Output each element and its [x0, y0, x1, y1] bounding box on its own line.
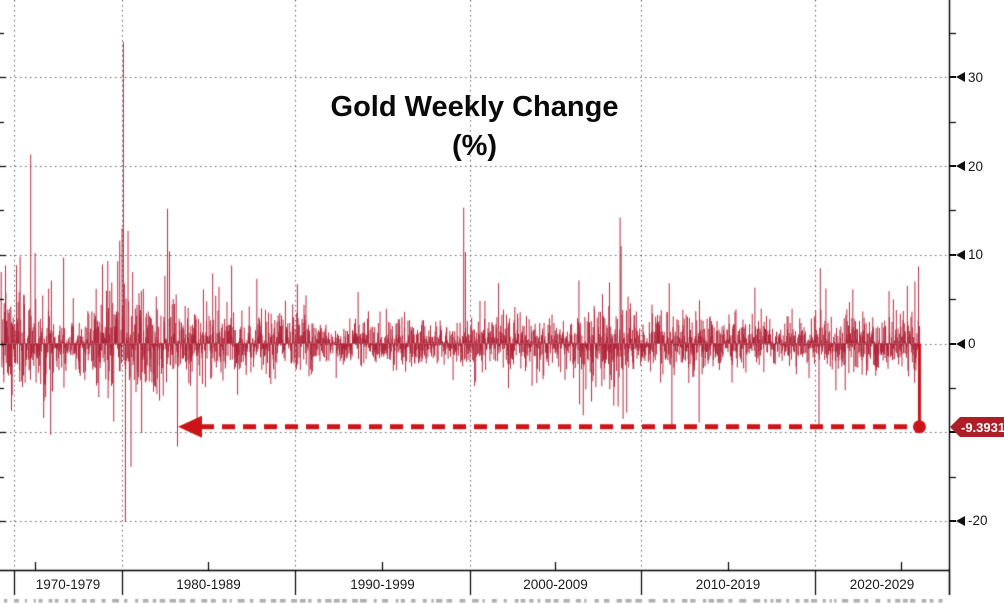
- x-decade-label-1970-1979: 1970-1979: [35, 576, 101, 592]
- y-tick-arrow-icon: [956, 338, 965, 349]
- y-tick-text: -20: [968, 513, 988, 529]
- y-tick-dash: [949, 342, 956, 345]
- callout-value: -9.3931: [960, 417, 1004, 437]
- chart-title-line2: (%): [451, 130, 498, 162]
- y-tick-text: 20: [968, 158, 984, 174]
- y-tick-arrow-icon: [956, 72, 965, 83]
- y-tick-label-20: 20: [949, 157, 983, 175]
- y-tick-text: 0: [968, 336, 976, 351]
- y-tick-text: 30: [968, 69, 984, 85]
- y-tick-arrow-icon: [956, 249, 965, 260]
- y-tick-label-30: 30: [949, 68, 983, 86]
- x-decade-label-2000-2009: 2000-2009: [523, 576, 588, 592]
- last-value-callout: -9.3931: [950, 417, 1004, 437]
- x-decade-label-1980-1989: 1980-1989: [176, 576, 241, 592]
- y-tick-dash: [949, 76, 956, 79]
- y-tick-dash: [949, 253, 956, 256]
- y-tick-text: 10: [968, 247, 984, 263]
- y-tick-label-10: 10: [949, 246, 983, 264]
- y-tick-arrow-icon: [956, 515, 965, 526]
- x-decade-label-1990-1999: 1990-1999: [350, 576, 415, 592]
- y-tick-label--20: -20: [949, 512, 988, 530]
- y-tick-label-0: 0: [949, 335, 976, 353]
- y-tick-arrow-icon: [956, 161, 965, 172]
- chart-title: Gold Weekly Change (%): [0, 88, 949, 166]
- y-tick-dash: [949, 165, 956, 168]
- chart-title-line1: Gold Weekly Change: [330, 91, 619, 123]
- y-tick-dash: [949, 519, 956, 522]
- callout-left-arrow-icon: [950, 417, 960, 437]
- x-decade-label-2020-2029: 2020-2029: [849, 576, 915, 592]
- x-decade-label-2010-2019: 2010-2019: [695, 576, 761, 592]
